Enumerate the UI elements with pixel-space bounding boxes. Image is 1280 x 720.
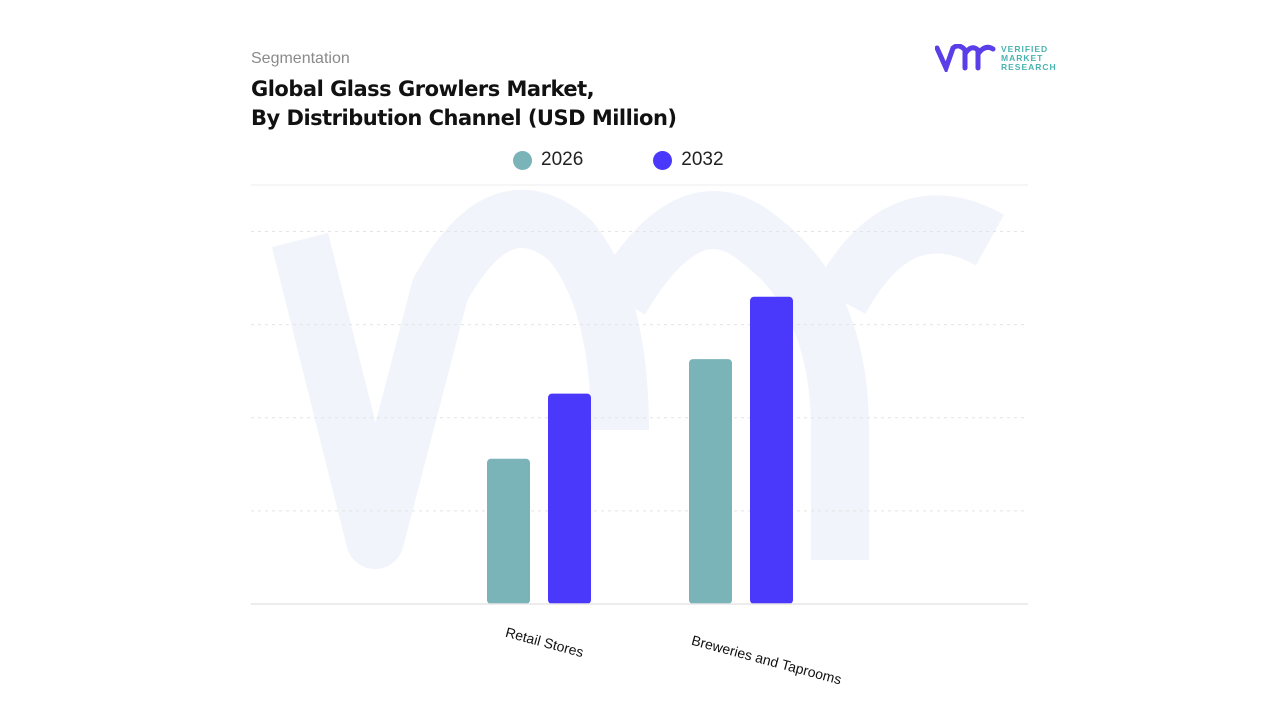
bar-breweries-and-taprooms-2032: [750, 296, 793, 604]
legend-item-2026: 2026: [513, 149, 583, 171]
vmr-logo: VERIFIED MARKET RESEARCH: [935, 44, 1057, 72]
bar-retail-stores-2026: [487, 458, 530, 604]
watermark: [271, 189, 1005, 569]
bars: [487, 296, 793, 604]
logo-text: VERIFIED MARKET RESEARCH: [1001, 43, 1057, 72]
logo-line-1: VERIFIED: [1001, 43, 1049, 54]
legend-item-2032: 2032: [653, 149, 724, 171]
legend-label-2026: 2026: [541, 149, 584, 170]
vmr-logo-icon: [935, 44, 996, 72]
title-line-1: Global Glass Growlers Market,: [251, 77, 595, 101]
chart-title: Global Glass Growlers Market, By Distrib…: [251, 75, 677, 133]
bar-breweries-and-taprooms-2026: [689, 359, 732, 604]
logo-line-2: MARKET: [1001, 52, 1044, 63]
legend: 2026 2032: [513, 149, 724, 171]
title-line-2: By Distribution Channel (USD Million): [251, 106, 677, 130]
bar-retail-stores-2032: [548, 393, 591, 604]
segmentation-label: Segmentation: [251, 50, 350, 67]
legend-swatch-2026: [513, 150, 532, 170]
legend-label-2032: 2032: [681, 149, 724, 170]
legend-swatch-2032: [653, 150, 673, 170]
logo-line-3: RESEARCH: [1001, 61, 1057, 72]
